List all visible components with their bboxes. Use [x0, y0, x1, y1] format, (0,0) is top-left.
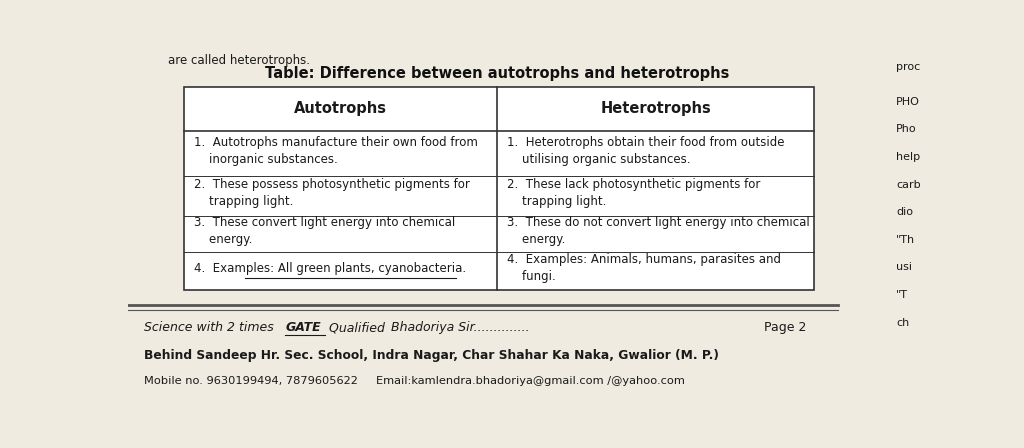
- Text: carb: carb: [896, 180, 921, 190]
- Bar: [183, 86, 814, 290]
- Text: "T: "T: [896, 290, 908, 300]
- Text: Table: Difference between autotrophs and heterotrophs: Table: Difference between autotrophs and…: [265, 66, 729, 81]
- Text: Qualified: Qualified: [325, 321, 389, 334]
- Text: GATE: GATE: [285, 321, 321, 334]
- Text: Mobile no. 9630199494, 7879605622     Email:kamlendra.bhadoriya@gmail.com /@yaho: Mobile no. 9630199494, 7879605622 Email:…: [143, 376, 685, 386]
- Text: 1.  Heterotrophs obtain their food from outside
    utilising organic substances: 1. Heterotrophs obtain their food from o…: [507, 136, 784, 166]
- Text: 4.  Examples: Animals, humans, parasites and
    fungi.: 4. Examples: Animals, humans, parasites …: [507, 253, 781, 283]
- Text: 2.  These possess photosynthetic pigments for
    trapping light.: 2. These possess photosynthetic pigments…: [194, 178, 470, 208]
- Text: help: help: [896, 152, 921, 162]
- Text: 3.  These convert light energy into chemical
    energy.: 3. These convert light energy into chemi…: [194, 216, 455, 246]
- Text: Autotrophs: Autotrophs: [294, 101, 387, 116]
- Text: Pho: Pho: [896, 125, 916, 134]
- Text: "Th: "Th: [896, 235, 915, 245]
- Text: PHO: PHO: [896, 97, 921, 107]
- Text: proc: proc: [896, 62, 921, 73]
- Text: dio: dio: [896, 207, 913, 217]
- Text: 4.  Examples: All green plants, cyanobacteria.: 4. Examples: All green plants, cyanobact…: [194, 262, 466, 275]
- Text: Behind Sandeep Hr. Sec. School, Indra Nagar, Char Shahar Ka Naka, Gwalior (M. P.: Behind Sandeep Hr. Sec. School, Indra Na…: [143, 349, 719, 362]
- Text: Page 2: Page 2: [764, 321, 807, 334]
- Text: Heterotrophs: Heterotrophs: [600, 101, 711, 116]
- Text: 3.  These do not convert light energy into chemical
    energy.: 3. These do not convert light energy int…: [507, 216, 810, 246]
- Text: are called heterotrophs.: are called heterotrophs.: [168, 55, 309, 68]
- Text: usi: usi: [896, 263, 912, 272]
- Text: Science with 2 times: Science with 2 times: [143, 321, 278, 334]
- Text: 2.  These lack photosynthetic pigments for
    trapping light.: 2. These lack photosynthetic pigments fo…: [507, 178, 761, 208]
- Text: Bhadoriya Sir..............: Bhadoriya Sir..............: [391, 321, 530, 334]
- Text: ch: ch: [896, 318, 909, 327]
- Text: 1.  Autotrophs manufacture their own food from
    inorganic substances.: 1. Autotrophs manufacture their own food…: [194, 136, 478, 166]
